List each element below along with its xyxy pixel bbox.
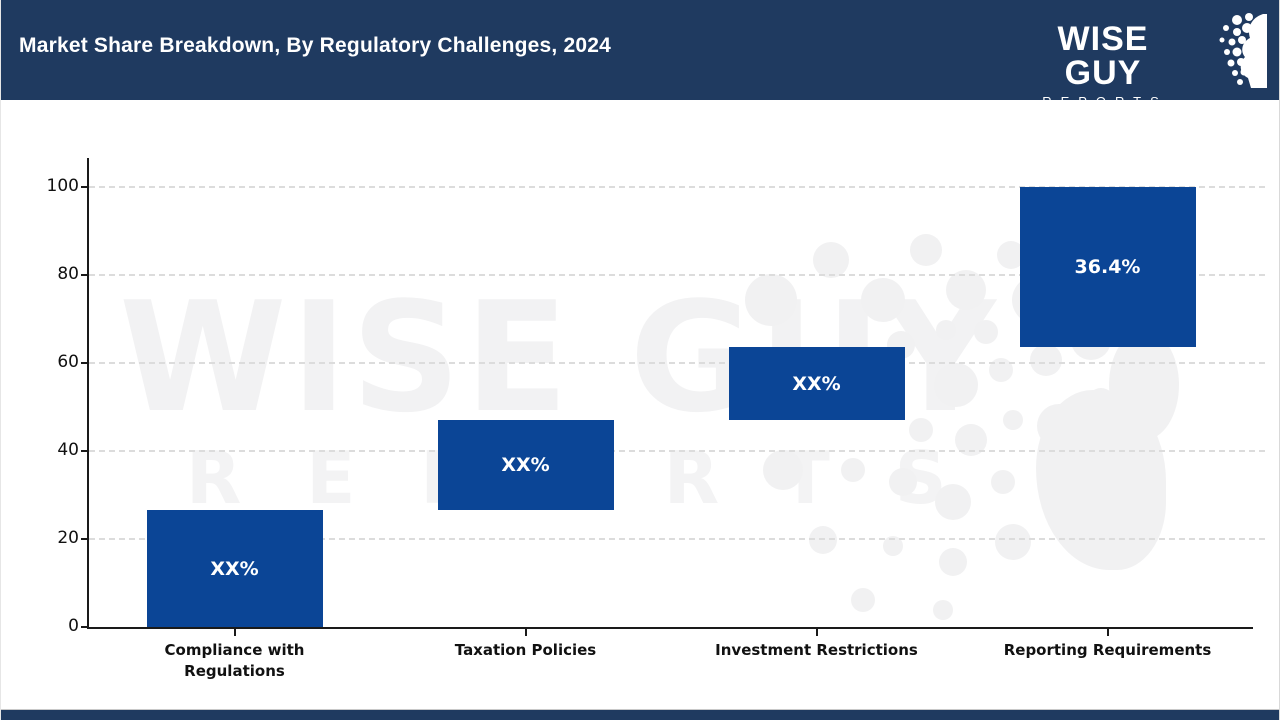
y-tick-mark	[81, 362, 89, 364]
bar-value-label: XX%	[792, 372, 841, 395]
gridline	[89, 362, 1265, 364]
gridline	[89, 450, 1265, 452]
x-tick-mark	[524, 629, 527, 636]
watermark-dot	[934, 363, 978, 407]
gridline	[89, 274, 1265, 276]
x-axis-category-label: Compliance with Regulations	[164, 641, 305, 680]
bar-value-label: 36.4%	[1074, 256, 1141, 279]
y-tick-label: 40	[57, 440, 79, 460]
watermark-face-blob	[1109, 330, 1179, 440]
watermark-dot	[883, 536, 903, 556]
bar	[728, 347, 905, 421]
x-tick-mark	[1106, 629, 1109, 636]
x-axis-category-label: Taxation Policies	[454, 641, 597, 659]
watermark-dot	[935, 484, 971, 520]
watermark-dot	[995, 524, 1031, 560]
watermark-dot	[809, 526, 837, 554]
y-axis	[87, 158, 89, 629]
y-tick-label: 80	[57, 264, 79, 284]
watermark-dot	[889, 468, 917, 496]
watermark-dot	[763, 450, 803, 490]
header-bar: Market Share Breakdown, By Regulatory Ch…	[1, 0, 1279, 109]
logo-text: WISE GUY REPORTS	[1017, 22, 1189, 109]
wise-guy-logo: WISE GUY REPORTS	[1017, 8, 1267, 109]
gridline	[89, 186, 1265, 188]
watermark-dot	[1030, 344, 1062, 376]
watermark-dot	[909, 418, 933, 442]
x-tick-mark	[815, 629, 818, 636]
logo-head-icon	[1219, 13, 1267, 88]
bar	[1019, 187, 1196, 348]
chart-title: Market Share Breakdown, By Regulatory Ch…	[19, 34, 612, 57]
y-tick-label: 60	[57, 352, 79, 372]
watermark-dot	[946, 270, 986, 310]
logo-primary-text: WISE GUY	[1057, 20, 1149, 92]
watermark-dot	[851, 588, 875, 612]
y-tick-mark	[81, 186, 89, 188]
y-tick-mark	[81, 450, 89, 452]
watermark-dot	[939, 548, 967, 576]
bar-value-label: XX%	[501, 454, 550, 477]
logo-secondary-text: REPORTS	[1042, 94, 1168, 109]
watermark-dot	[991, 470, 1015, 494]
y-tick-label: 100	[46, 176, 79, 196]
footer-bar	[1, 709, 1279, 720]
y-tick-label: 20	[57, 528, 79, 548]
y-tick-label: 0	[68, 616, 79, 636]
x-axis-category-label: Reporting Requirements	[1003, 641, 1212, 659]
watermark-dot	[841, 458, 865, 482]
y-tick-mark	[81, 538, 89, 540]
y-tick-mark	[81, 626, 89, 628]
x-axis	[87, 627, 1253, 629]
watermark-dot	[1003, 410, 1023, 430]
bar	[146, 510, 323, 627]
bar-value-label: XX%	[210, 557, 259, 580]
y-tick-mark	[81, 274, 89, 276]
watermark-dot	[936, 320, 956, 340]
x-axis-category-label: Investment Restrictions	[715, 641, 918, 659]
watermark-dot	[974, 320, 998, 344]
watermark-dot	[910, 234, 942, 266]
bar	[437, 420, 614, 511]
watermark-dot	[745, 274, 797, 326]
x-tick-mark	[233, 629, 236, 636]
watermark-dot	[861, 278, 905, 322]
gridline	[89, 538, 1265, 540]
watermark-dot	[813, 242, 849, 278]
watermark-dot	[933, 600, 953, 620]
